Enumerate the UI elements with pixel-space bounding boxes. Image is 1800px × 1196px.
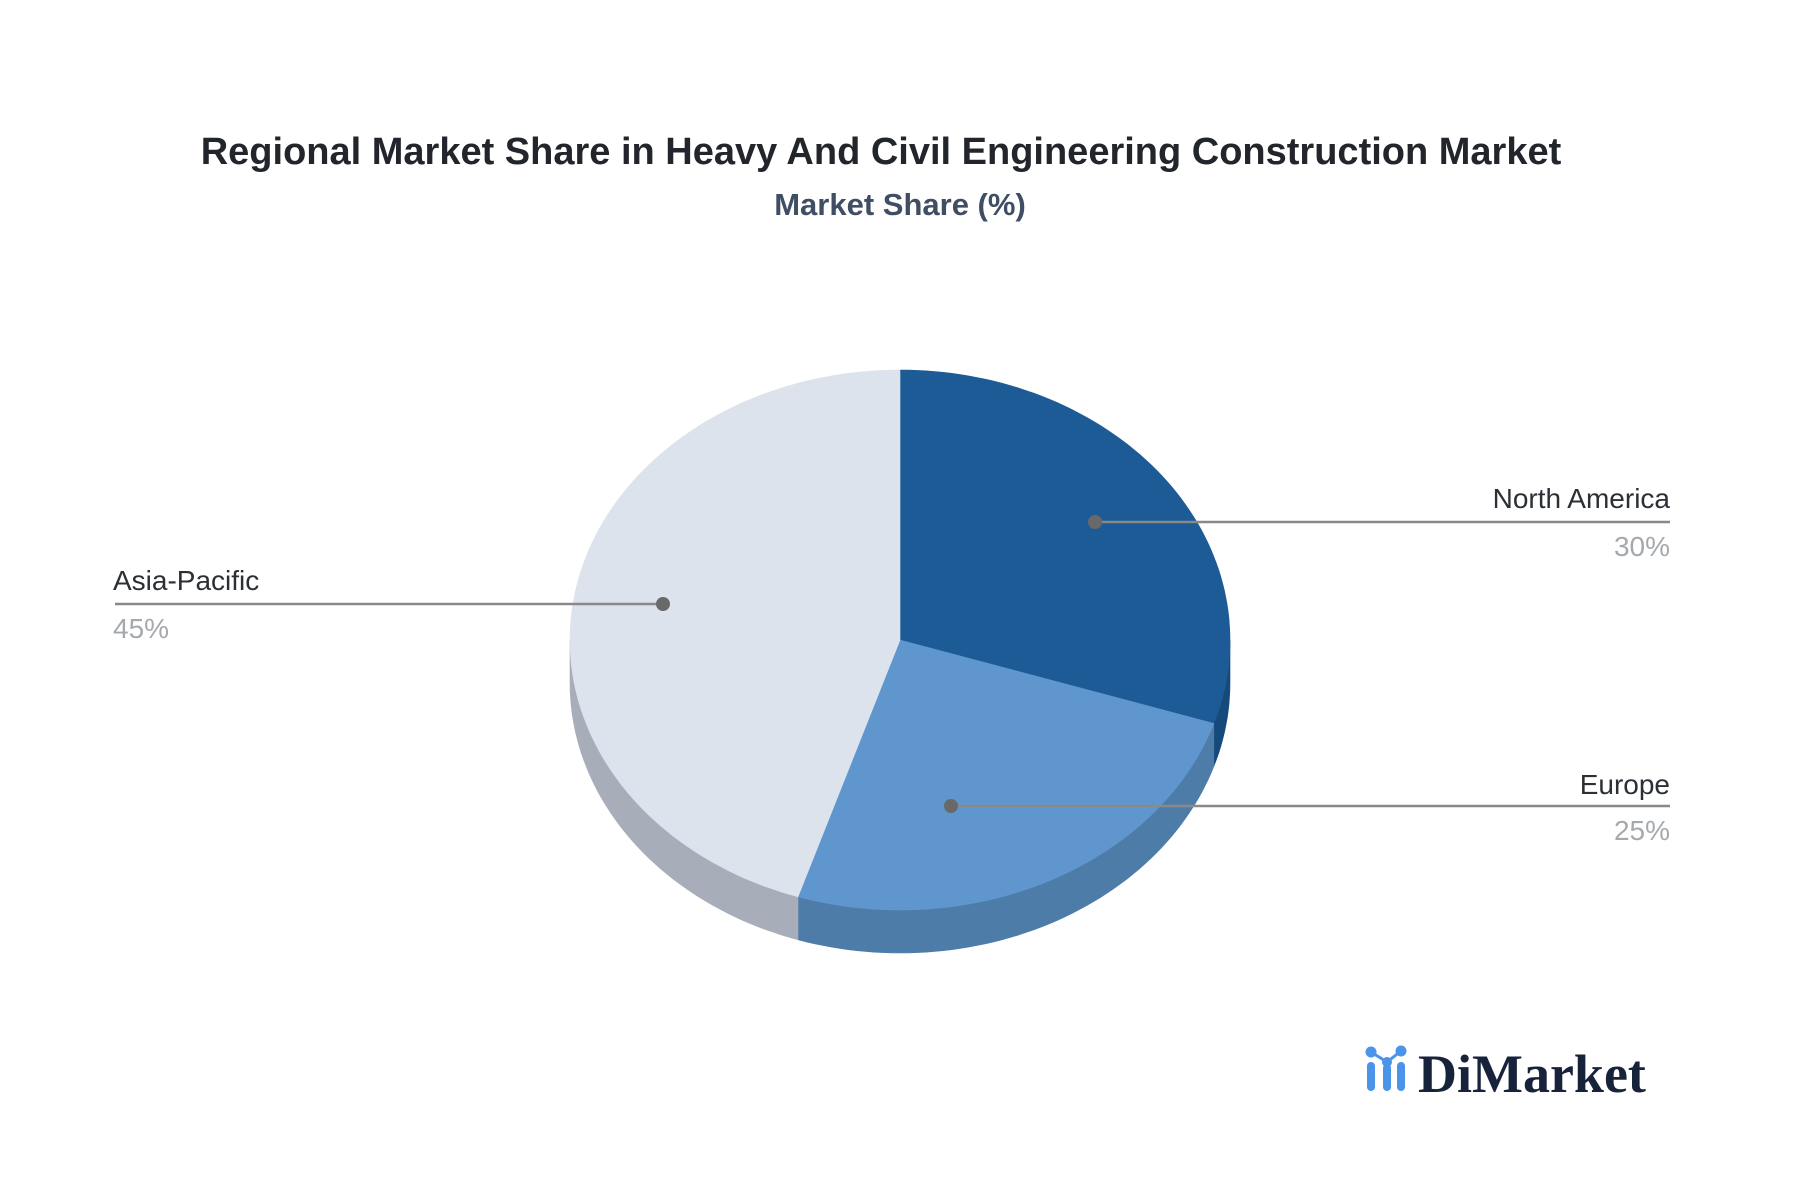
slice-value-north-america: 30% (1614, 530, 1670, 564)
slice-percent: 30% (1613, 531, 1670, 562)
slice-value-asia-pacific: 45% (113, 612, 169, 646)
slice-label-north-america: North America (1493, 482, 1670, 516)
brand-name: DiMarket (1418, 1044, 1646, 1104)
slice-percent: 25% (1613, 815, 1670, 846)
chart-subtitle: Market Share (%) (774, 187, 1026, 222)
slice-label-europe: Europe (1580, 768, 1670, 802)
leader-dot-asia-pacific (656, 597, 670, 611)
leader-dot-europe (944, 799, 958, 813)
slice-name: Asia-Pacific (113, 565, 260, 596)
bar-chart-logo-icon (1365, 1045, 1407, 1091)
pie-slice-europe[interactable] (797, 639, 1215, 911)
slice-name: Europe (1579, 769, 1670, 800)
pie-slice-asia-pacific[interactable] (569, 369, 901, 898)
chart-title: Regional Market Share in Heavy And Civil… (200, 131, 1562, 173)
pie-slice-north-america[interactable] (899, 369, 1231, 724)
slice-percent: 45% (113, 613, 170, 644)
leader-dot-north-america (1088, 515, 1102, 529)
slice-label-asia-pacific: Asia-Pacific (113, 564, 259, 598)
slice-name: North America (1492, 483, 1670, 514)
slice-value-europe: 25% (1614, 814, 1670, 848)
